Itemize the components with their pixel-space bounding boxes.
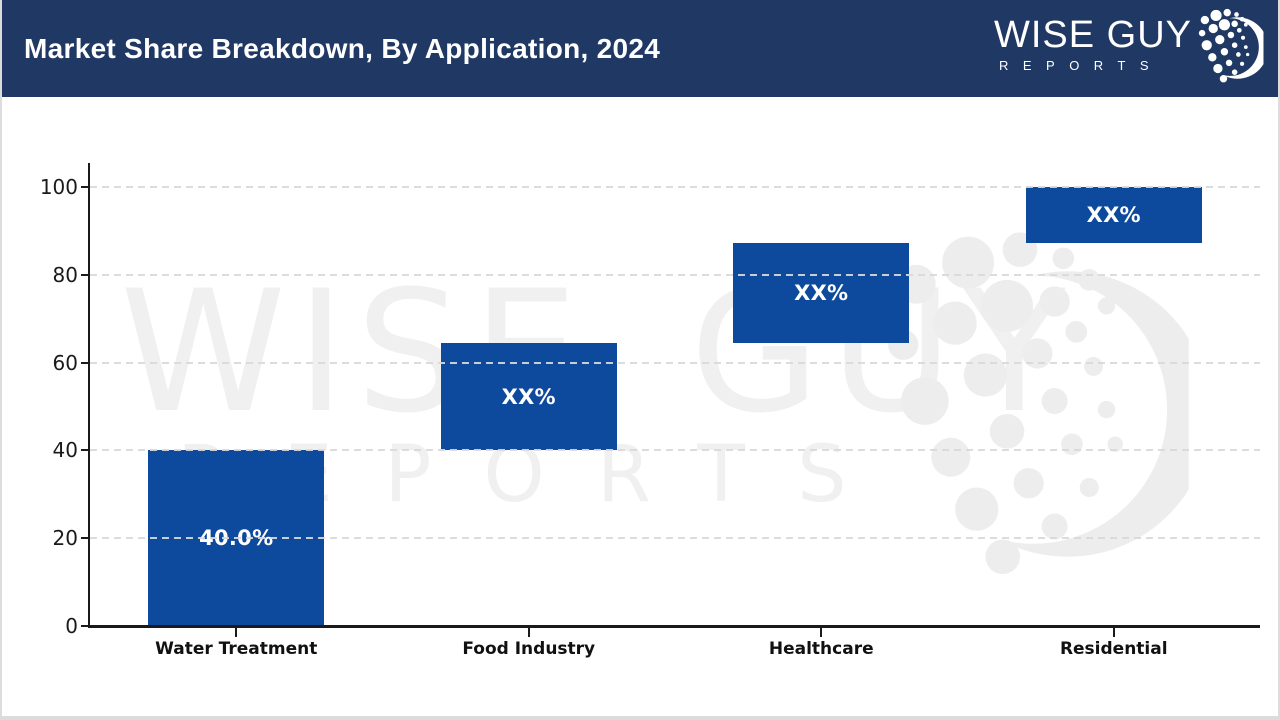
y-tick-mark xyxy=(81,449,90,452)
y-tick-label: 60 xyxy=(52,350,78,375)
logo-reports-text: REPORTS xyxy=(998,58,1164,73)
x-axis-label: Food Industry xyxy=(462,639,596,659)
logo-wordmark: WISE GUY REPORTS xyxy=(994,8,1192,73)
bar-healthcare: XX% xyxy=(733,243,910,343)
header-bar: Market Share Breakdown, By Application, … xyxy=(2,0,1278,97)
gridline-y-20 xyxy=(90,537,1260,540)
x-axis-line xyxy=(88,625,1260,628)
gridline-y-80 xyxy=(90,273,1260,276)
x-tick-mark xyxy=(820,628,823,637)
y-tick-mark xyxy=(81,625,90,627)
logo-name-text: WISE GUY xyxy=(993,14,1192,56)
bar-value-label: XX% xyxy=(501,384,556,409)
y-axis-line xyxy=(88,163,90,627)
x-tick-mark xyxy=(235,628,238,637)
x-axis-label: Residential xyxy=(1059,639,1168,659)
y-tick-label: 80 xyxy=(52,262,78,287)
gridline-y-100 xyxy=(90,186,1260,188)
y-tick-label: 20 xyxy=(52,526,78,551)
y-tick-label: 100 xyxy=(39,175,78,199)
logo-head-icon xyxy=(1198,8,1264,83)
y-tick-label: 40 xyxy=(52,438,78,463)
bar-food-industry: XX% xyxy=(440,342,617,451)
watermark-head-icon xyxy=(888,232,1192,575)
bar-value-label: XX% xyxy=(794,281,849,305)
y-tick-mark xyxy=(81,361,90,364)
footer-divider xyxy=(2,716,1278,720)
y-tick-label: 0 xyxy=(65,614,78,638)
y-tick-mark xyxy=(81,273,90,276)
y-tick-mark xyxy=(81,186,90,188)
gridline-y-60 xyxy=(90,361,1260,364)
bar-residential: XX% xyxy=(1025,187,1202,244)
x-tick-mark xyxy=(527,628,530,637)
x-tick-mark xyxy=(1112,628,1115,637)
x-axis-label: Healthcare xyxy=(768,639,874,659)
y-tick-mark xyxy=(81,537,90,540)
x-axis-label: Water Treatment xyxy=(155,639,318,659)
bar-value-label: XX% xyxy=(1086,203,1141,228)
page-title: Market Share Breakdown, By Application, … xyxy=(24,32,661,64)
wiseguy-logo: WISE GUY REPORTS xyxy=(994,8,1264,88)
gridline-y-40 xyxy=(90,449,1260,452)
